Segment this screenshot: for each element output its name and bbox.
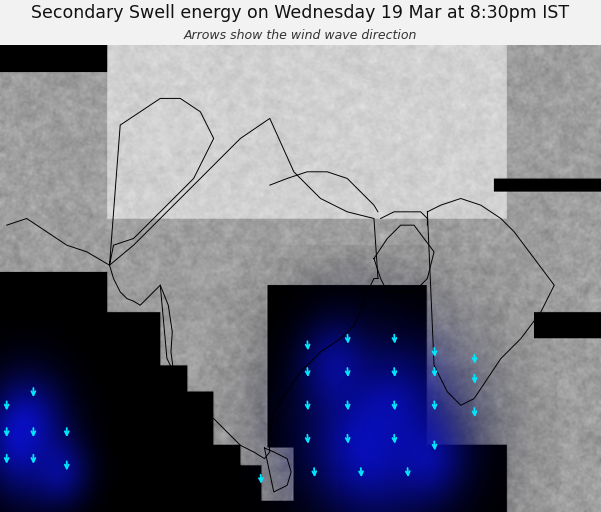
Text: Arrows show the wind wave direction: Arrows show the wind wave direction — [184, 29, 417, 41]
Text: Secondary Swell energy on Wednesday 19 Mar at 8:30pm IST: Secondary Swell energy on Wednesday 19 M… — [31, 4, 570, 22]
